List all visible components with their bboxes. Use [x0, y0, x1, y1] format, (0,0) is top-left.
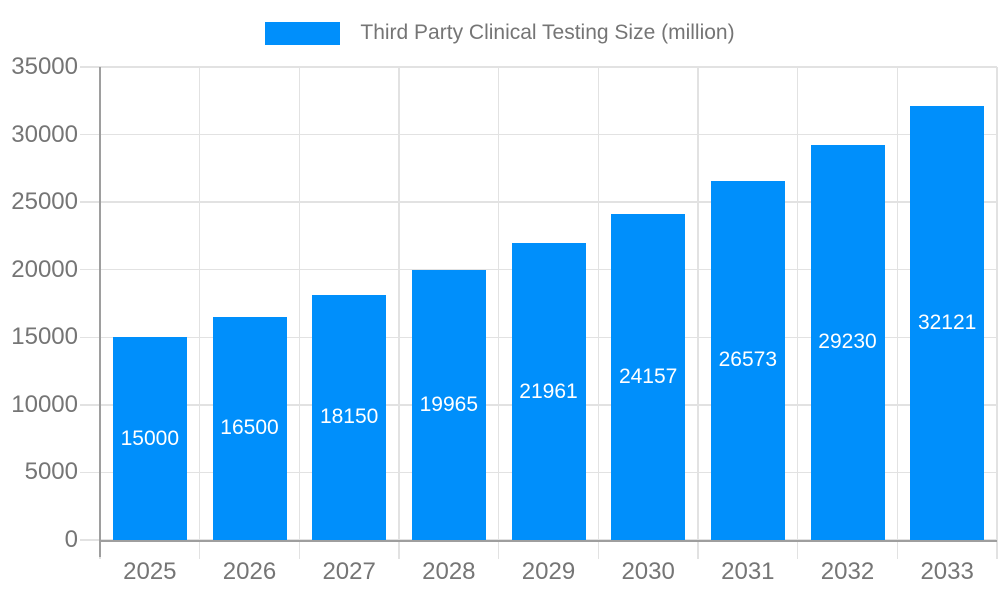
bar-value-label: 21961 — [519, 379, 578, 403]
x-axis-label: 2027 — [322, 558, 376, 585]
bar-2029[interactable]: 21961 — [511, 243, 586, 540]
y-axis-label: 10000 — [11, 390, 78, 418]
gridline-vertical — [398, 67, 400, 559]
y-axis-line — [99, 67, 101, 557]
bar-2032[interactable]: 29230 — [810, 144, 885, 540]
x-axis-line — [99, 540, 997, 542]
x-axis-label: 2026 — [222, 558, 277, 585]
y-axis-label: 30000 — [11, 120, 78, 148]
gridline-vertical — [597, 67, 600, 559]
bar-2028[interactable]: 19965 — [411, 270, 486, 540]
legend-label: Third Party Clinical Testing Size (milli… — [360, 21, 735, 44]
y-axis-label: 35000 — [11, 53, 78, 80]
gridline-vertical — [796, 67, 799, 559]
bar-2026[interactable]: 16500 — [212, 317, 287, 540]
bar-2025[interactable]: 15000 — [112, 337, 187, 540]
x-axis-label: 2029 — [521, 558, 576, 585]
bar-value-label: 29230 — [818, 330, 877, 354]
x-axis-label: 2032 — [820, 558, 875, 585]
x-axis-label: 2031 — [721, 558, 775, 585]
bar-value-label: 19965 — [419, 393, 479, 417]
bar-2030[interactable]: 24157 — [611, 213, 686, 540]
legend[interactable]: Third Party Clinical Testing Size (milli… — [0, 21, 1000, 45]
bar-2027[interactable]: 18150 — [312, 294, 387, 540]
y-axis-label: 25000 — [11, 188, 78, 216]
legend-marker — [265, 21, 341, 45]
bar-value-label: 15000 — [120, 426, 180, 450]
x-axis-label: 2028 — [422, 558, 476, 585]
gridline-horizontal — [80, 66, 997, 68]
bar-2033[interactable]: 32121 — [910, 105, 985, 540]
x-axis-label: 2025 — [123, 558, 177, 585]
y-axis-label: 20000 — [11, 255, 78, 283]
gridline-vertical — [697, 67, 699, 559]
y-axis-label: 15000 — [11, 323, 78, 351]
bar-2031[interactable]: 26573 — [710, 180, 785, 540]
gridline-vertical — [497, 67, 500, 559]
gridline-vertical — [996, 67, 998, 559]
gridline-horizontal — [80, 133, 997, 136]
bar-value-label: 26573 — [718, 348, 778, 372]
x-axis-label: 2030 — [621, 558, 675, 585]
x-axis-label: 2033 — [920, 558, 974, 585]
bar-value-label: 16500 — [220, 416, 279, 440]
gridline-vertical — [198, 67, 201, 559]
bar-value-label: 32121 — [917, 310, 977, 334]
bar-value-label: 24157 — [618, 364, 678, 388]
gridline-horizontal — [80, 201, 997, 203]
y-axis-label: 5000 — [24, 458, 78, 486]
gridline-vertical — [298, 67, 301, 559]
bar-value-label: 18150 — [319, 405, 379, 429]
y-axis-label: 0 — [64, 526, 78, 553]
gridline-vertical — [896, 67, 899, 559]
